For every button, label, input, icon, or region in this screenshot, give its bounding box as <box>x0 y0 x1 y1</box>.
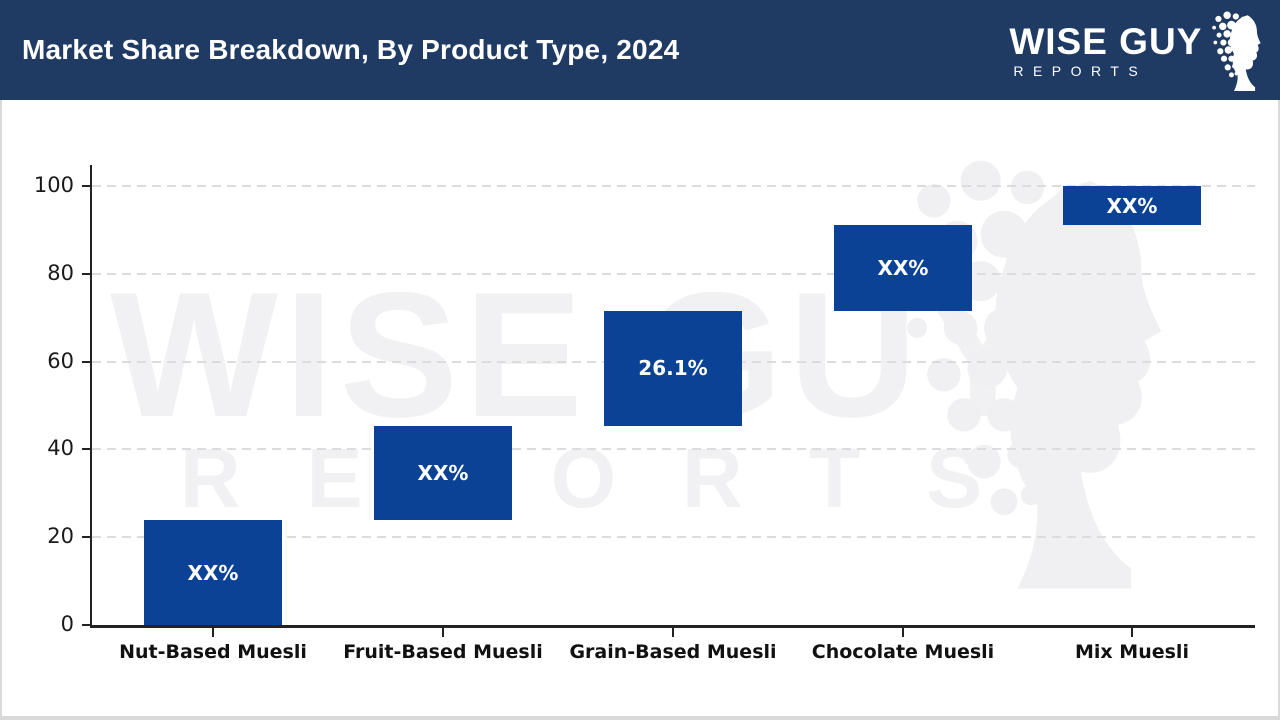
waterfall-bar: XX% <box>144 520 282 625</box>
header: Market Share Breakdown, By Product Type,… <box>0 0 1280 100</box>
y-axis-line <box>90 165 92 627</box>
y-tick-mark <box>82 624 90 626</box>
bar-value-label: 26.1% <box>638 356 708 381</box>
x-category-label: Mix Muesli <box>1075 641 1189 663</box>
x-tick-mark <box>1131 628 1133 637</box>
logo-wordmark: WISE GUY REPORTS <box>1009 20 1203 79</box>
x-tick-mark <box>442 628 444 637</box>
y-tick-mark <box>82 448 90 451</box>
y-tick-mark <box>82 536 90 539</box>
y-tick-label: 40 <box>47 436 74 461</box>
bar-value-label: XX% <box>1106 193 1158 218</box>
y-tick-mark <box>82 185 90 187</box>
watermark-subtext: REPORTS <box>180 431 1049 525</box>
x-axis-line <box>90 625 1255 628</box>
y-tick-label: 100 <box>33 173 74 197</box>
gridline <box>92 448 1255 451</box>
y-tick-label: 60 <box>47 348 74 373</box>
y-tick-mark <box>82 360 90 363</box>
page-title: Market Share Breakdown, By Product Type,… <box>22 34 680 65</box>
x-category-label: Nut-Based Muesli <box>119 641 307 663</box>
y-tick-label: 80 <box>47 260 74 285</box>
bar-value-label: XX% <box>877 256 929 281</box>
y-tick-label: 0 <box>60 612 74 636</box>
logo-wordmark-sub: REPORTS <box>1013 62 1148 79</box>
x-tick-mark <box>212 628 214 637</box>
logo-wordmark-main: WISE GUY <box>1009 20 1203 62</box>
bar-value-label: XX% <box>187 560 239 585</box>
gridline <box>92 185 1255 187</box>
logo-head-icon <box>1212 11 1262 91</box>
gridline <box>92 536 1255 539</box>
waterfall-bar: XX% <box>1063 186 1201 226</box>
wise-guy-logo: WISE GUY REPORTS <box>1009 8 1266 92</box>
bar-value-label: XX% <box>417 460 469 485</box>
waterfall-bar: 26.1% <box>604 311 742 426</box>
x-category-label: Grain-Based Muesli <box>569 641 777 663</box>
y-tick-mark <box>82 272 90 275</box>
x-category-label: Fruit-Based Muesli <box>343 641 543 663</box>
gridline <box>92 272 1255 275</box>
y-tick-label: 20 <box>47 524 74 549</box>
x-tick-mark <box>902 628 904 637</box>
waterfall-bar: XX% <box>834 225 972 312</box>
x-category-label: Chocolate Muesli <box>811 641 995 663</box>
waterfall-bar: XX% <box>374 425 512 521</box>
x-tick-mark <box>672 628 674 637</box>
